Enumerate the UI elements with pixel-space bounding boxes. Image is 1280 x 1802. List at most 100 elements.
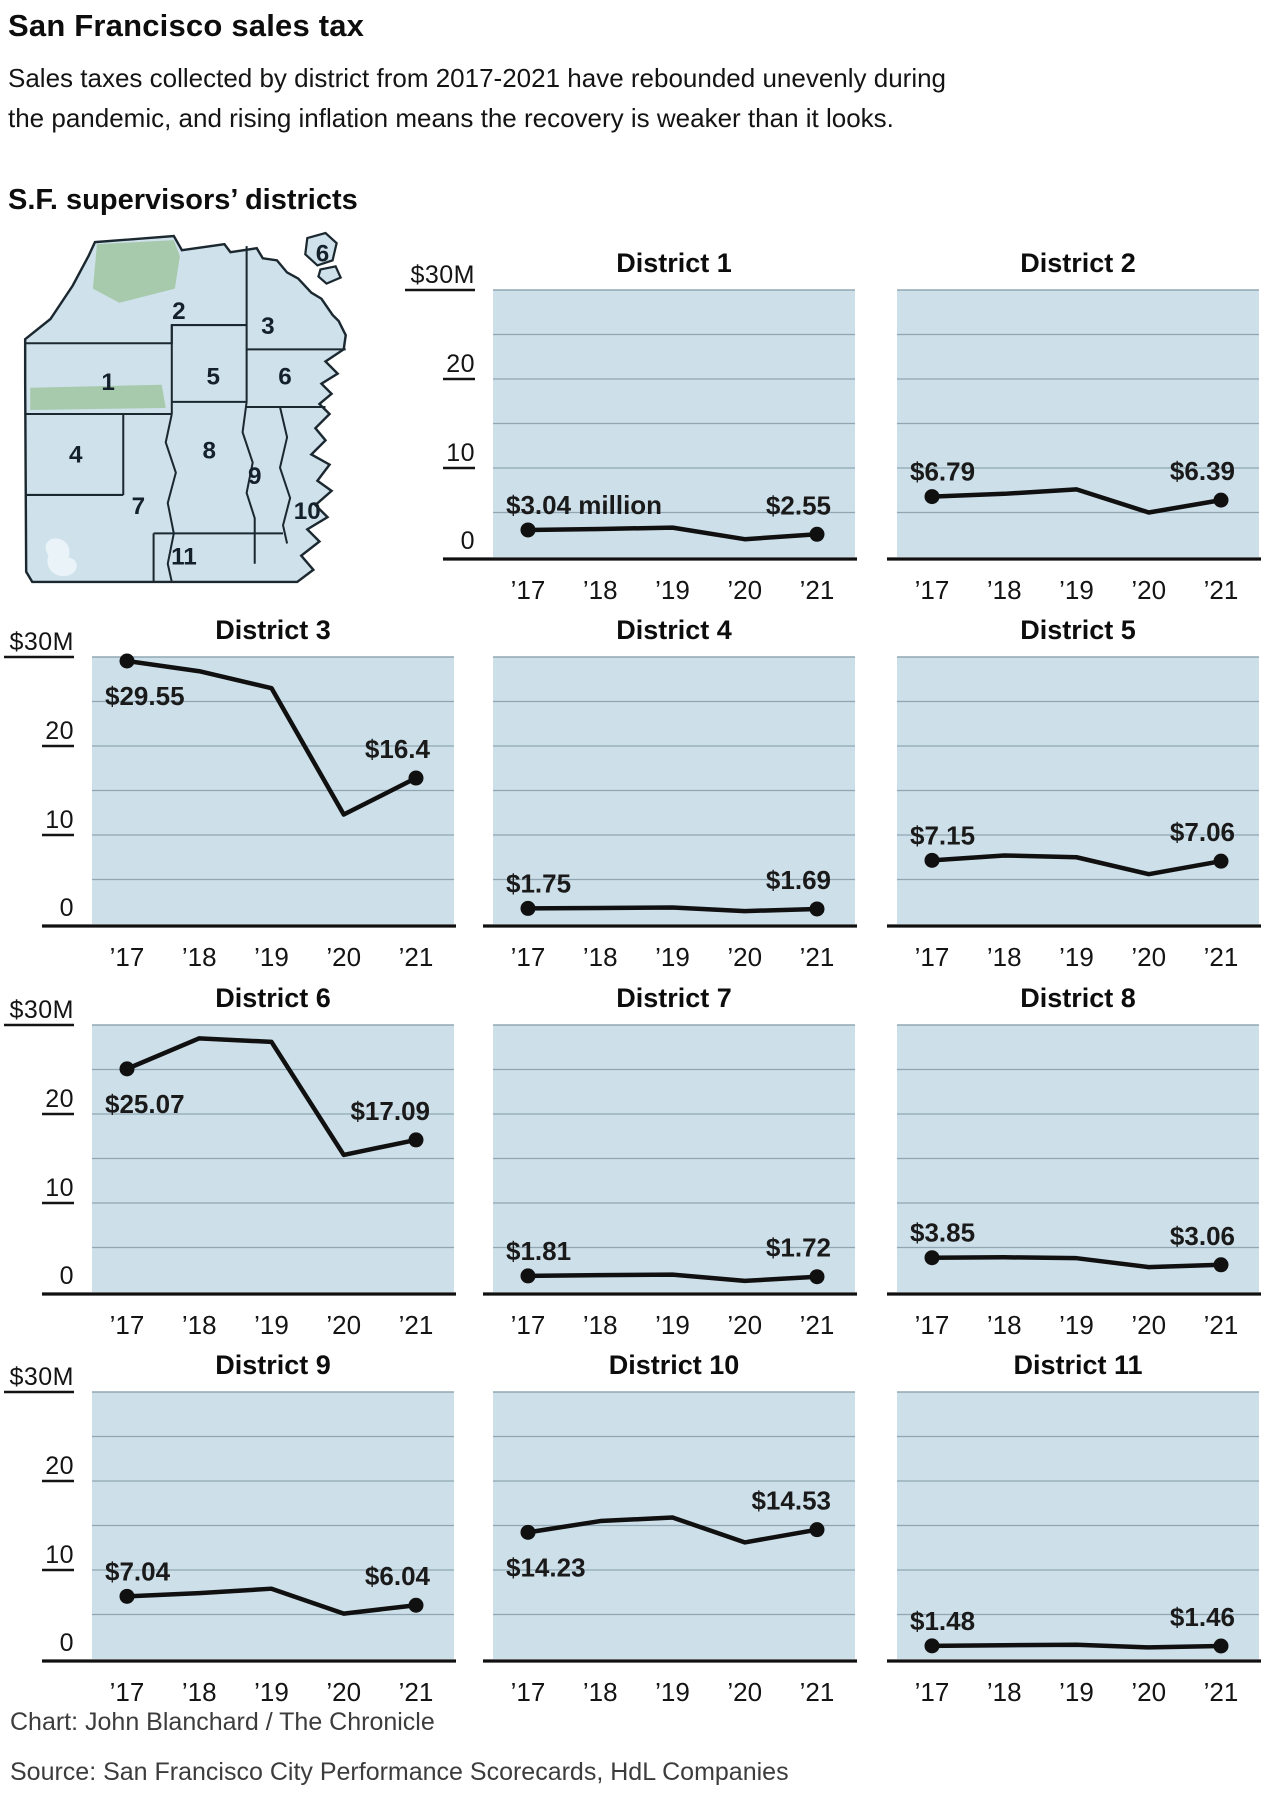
x-tick-label: ’17 bbox=[511, 575, 546, 605]
x-tick-label: ’19 bbox=[655, 1310, 690, 1340]
data-line bbox=[929, 1642, 1224, 1650]
x-tick-label: ’20 bbox=[1131, 942, 1166, 972]
y-tick-label: $30M bbox=[9, 996, 74, 1024]
x-tick-label: ’17 bbox=[511, 942, 546, 972]
x-tick-label: ’21 bbox=[800, 575, 835, 605]
x-tick-label: ’19 bbox=[1059, 575, 1094, 605]
first-point bbox=[924, 852, 940, 868]
x-tick-label: ’21 bbox=[1204, 942, 1239, 972]
x-tick-label: ’17 bbox=[110, 942, 145, 972]
last-point bbox=[809, 1269, 825, 1285]
lake-merced bbox=[45, 538, 77, 577]
first-point bbox=[520, 1268, 536, 1284]
x-tick-label: ’18 bbox=[182, 1310, 217, 1340]
chart-title: District 11 bbox=[1013, 1350, 1142, 1380]
data-line bbox=[525, 905, 820, 914]
x-tick-label: ’21 bbox=[399, 1310, 434, 1340]
last-point bbox=[408, 1597, 424, 1613]
x-tick-label: ’18 bbox=[987, 942, 1022, 972]
y-tick-label: 10 bbox=[45, 1174, 74, 1202]
first-point bbox=[520, 900, 536, 916]
y-tick-label: $30M bbox=[9, 628, 74, 656]
x-tick-label: ’20 bbox=[326, 1677, 361, 1707]
golden-gate-park bbox=[30, 384, 166, 410]
chart-title: District 9 bbox=[215, 1350, 331, 1380]
first-value-label: $6.79 bbox=[910, 457, 975, 487]
y-tick-label: 0 bbox=[60, 894, 74, 922]
sf-districts-map: 1 2 3 4 5 6 7 8 9 10 11 6 bbox=[23, 231, 347, 584]
x-tick-label: ’18 bbox=[987, 1310, 1022, 1340]
first-point bbox=[119, 1061, 135, 1077]
x-tick-label: ’18 bbox=[987, 1677, 1022, 1707]
map-district-number: 7 bbox=[132, 493, 146, 520]
first-value-label: $14.23 bbox=[506, 1552, 586, 1582]
y-tick-label: 20 bbox=[45, 1452, 74, 1480]
page-title: San Francisco sales tax bbox=[8, 8, 365, 43]
first-point bbox=[924, 1638, 940, 1654]
first-point bbox=[924, 1250, 940, 1266]
x-tick-label: ’19 bbox=[254, 942, 289, 972]
x-tick-label: ’19 bbox=[254, 1677, 289, 1707]
x-tick-label: ’18 bbox=[583, 1310, 618, 1340]
x-tick-label: ’20 bbox=[727, 942, 762, 972]
last-point bbox=[1213, 853, 1229, 869]
last-point bbox=[809, 901, 825, 917]
data-line bbox=[929, 487, 1224, 515]
map-district-number: 3 bbox=[261, 313, 275, 340]
y-tick-label: 0 bbox=[461, 527, 475, 555]
first-value-label: $7.04 bbox=[105, 1556, 171, 1586]
chart-title: District 7 bbox=[616, 983, 732, 1013]
map-district-number: 5 bbox=[207, 364, 221, 391]
first-value-label: $29.55 bbox=[105, 681, 185, 711]
y-tick-label: 10 bbox=[45, 1541, 74, 1569]
data-line bbox=[525, 1272, 820, 1284]
last-value-label: $1.72 bbox=[766, 1233, 831, 1263]
x-tick-label: ’18 bbox=[583, 575, 618, 605]
chart-title: District 6 bbox=[215, 983, 331, 1013]
x-tick-label: ’21 bbox=[1204, 575, 1239, 605]
x-tick-label: ’19 bbox=[1059, 1677, 1094, 1707]
first-point bbox=[520, 1524, 536, 1540]
first-point bbox=[924, 489, 940, 505]
chart-title: District 5 bbox=[1020, 615, 1136, 645]
first-value-label: $7.15 bbox=[910, 820, 975, 850]
x-tick-label: ’20 bbox=[1131, 575, 1166, 605]
x-tick-label: ’20 bbox=[727, 575, 762, 605]
map-island-number: 6 bbox=[316, 240, 330, 267]
x-tick-label: ’19 bbox=[1059, 1310, 1094, 1340]
y-tick-label: 20 bbox=[45, 1085, 74, 1113]
map-district-number: 4 bbox=[69, 442, 83, 469]
first-value-label: $25.07 bbox=[105, 1089, 185, 1119]
x-tick-label: ’17 bbox=[110, 1310, 145, 1340]
x-tick-label: ’21 bbox=[399, 1677, 434, 1707]
last-value-label: $14.53 bbox=[751, 1486, 831, 1516]
last-value-label: $1.46 bbox=[1170, 1602, 1235, 1632]
x-tick-label: ’21 bbox=[800, 1677, 835, 1707]
x-tick-label: ’19 bbox=[655, 942, 690, 972]
chart-title: District 2 bbox=[1020, 248, 1136, 278]
data-line bbox=[929, 853, 1224, 877]
x-tick-label: ’20 bbox=[727, 1677, 762, 1707]
data-line bbox=[124, 1036, 419, 1158]
x-tick-label: ’19 bbox=[655, 575, 690, 605]
chart-source: Source: San Francisco City Performance S… bbox=[10, 1758, 789, 1786]
last-point bbox=[1213, 1257, 1229, 1273]
data-line bbox=[124, 658, 419, 817]
map-district-number: 6 bbox=[278, 364, 292, 391]
first-point bbox=[119, 1588, 135, 1604]
map-heading: S.F. supervisors’ districts bbox=[8, 184, 358, 216]
x-tick-label: ’17 bbox=[915, 1677, 950, 1707]
x-tick-label: ’21 bbox=[399, 942, 434, 972]
y-tick-label: 10 bbox=[446, 439, 475, 467]
x-tick-label: ’18 bbox=[182, 942, 217, 972]
last-point bbox=[809, 526, 825, 542]
first-value-label: $3.04 million bbox=[506, 490, 662, 520]
map-district-numbers: 1 2 3 4 5 6 7 8 9 10 11 6 bbox=[69, 240, 329, 570]
